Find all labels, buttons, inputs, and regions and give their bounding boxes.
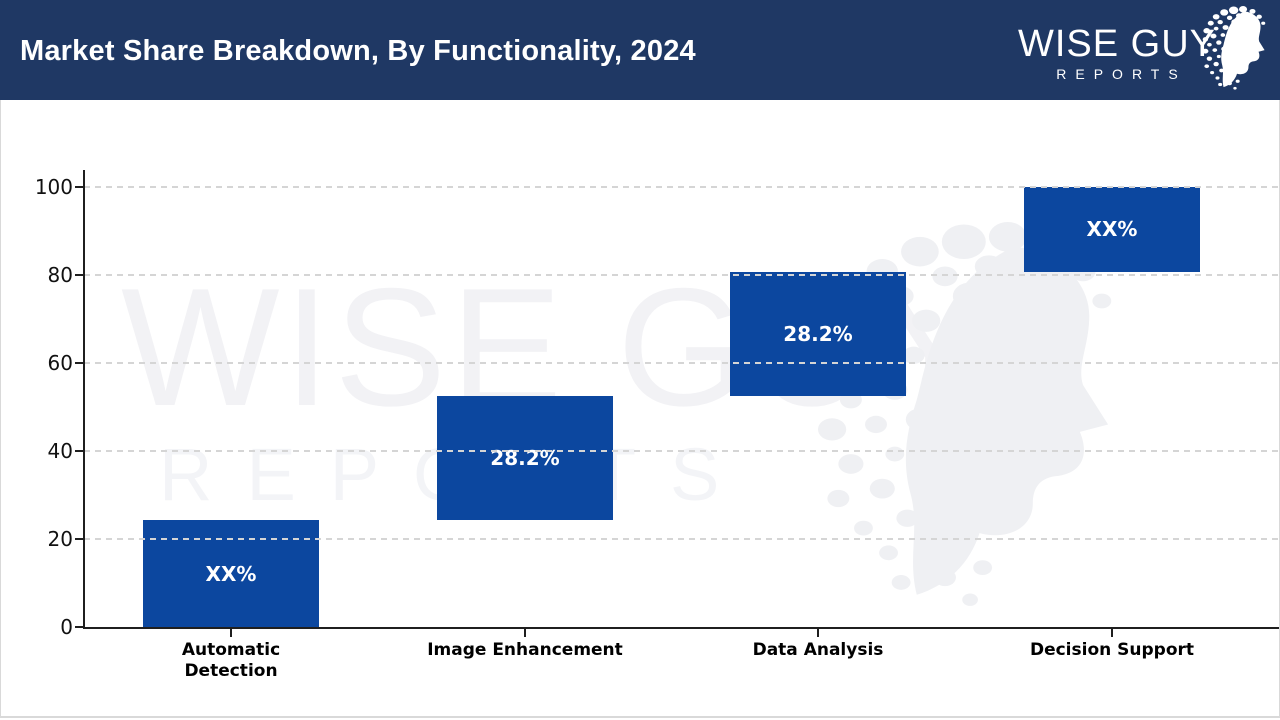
y-axis-spine: [83, 170, 85, 629]
y-tick-label-20: 20: [47, 527, 73, 551]
bar-value-label: XX%: [205, 561, 257, 586]
y-tick-label-60: 60: [47, 351, 73, 375]
x-tick-mark-0: [230, 629, 232, 637]
y-tick-mark-20: [75, 538, 84, 540]
wise-guy-reports-logo: WISE GUY REPORTS: [1018, 6, 1274, 92]
x-axis-line: [83, 627, 1279, 629]
x-tick-label-1: Image Enhancement: [427, 640, 623, 660]
chart-canvas: WISE GUY REPORTS 020406080100XX%Automati…: [0, 100, 1280, 718]
y-tick-label-40: 40: [47, 439, 73, 463]
x-tick-label-3: Decision Support: [1029, 640, 1195, 660]
logo-subtitle: REPORTS: [1056, 66, 1187, 82]
x-tick-label-0: Automatic Detection: [181, 640, 281, 681]
gridline-100: [84, 186, 1279, 188]
y-tick-mark-60: [75, 362, 84, 364]
bar-image-enhancement: 28.2%: [437, 396, 613, 521]
y-tick-label-80: 80: [47, 263, 73, 287]
gridline-60: [84, 362, 1279, 364]
y-tick-mark-80: [75, 274, 84, 276]
y-tick-label-100: 100: [34, 175, 73, 199]
bar-value-label: 28.2%: [783, 321, 853, 346]
logo-wordmark: WISE GUY: [1017, 23, 1216, 65]
y-tick-mark-40: [75, 450, 84, 452]
x-tick-label-2: Data Analysis: [752, 640, 884, 660]
bar-data-analysis: 28.2%: [730, 271, 906, 396]
x-tick-mark-3: [1111, 629, 1113, 637]
bar-decision-support: XX%: [1024, 187, 1200, 272]
x-tick-mark-2: [817, 629, 819, 637]
bar-value-label: XX%: [1086, 217, 1138, 242]
y-tick-mark-100: [75, 186, 84, 188]
y-tick-label-0: 0: [60, 615, 73, 639]
gridline-80: [84, 274, 1279, 276]
gridline-40: [84, 450, 1279, 452]
x-tick-mark-1: [524, 629, 526, 637]
gridline-20: [84, 538, 1279, 540]
header-bar: Market Share Breakdown, By Functionality…: [0, 0, 1280, 100]
logo-text: WISE GUY REPORTS: [1018, 24, 1216, 82]
logo-dotted-head-icon: [1202, 6, 1266, 90]
page-title: Market Share Breakdown, By Functionality…: [20, 35, 696, 67]
bar-automatic-detection: XX%: [143, 520, 319, 627]
y-tick-mark-0: [75, 626, 84, 628]
